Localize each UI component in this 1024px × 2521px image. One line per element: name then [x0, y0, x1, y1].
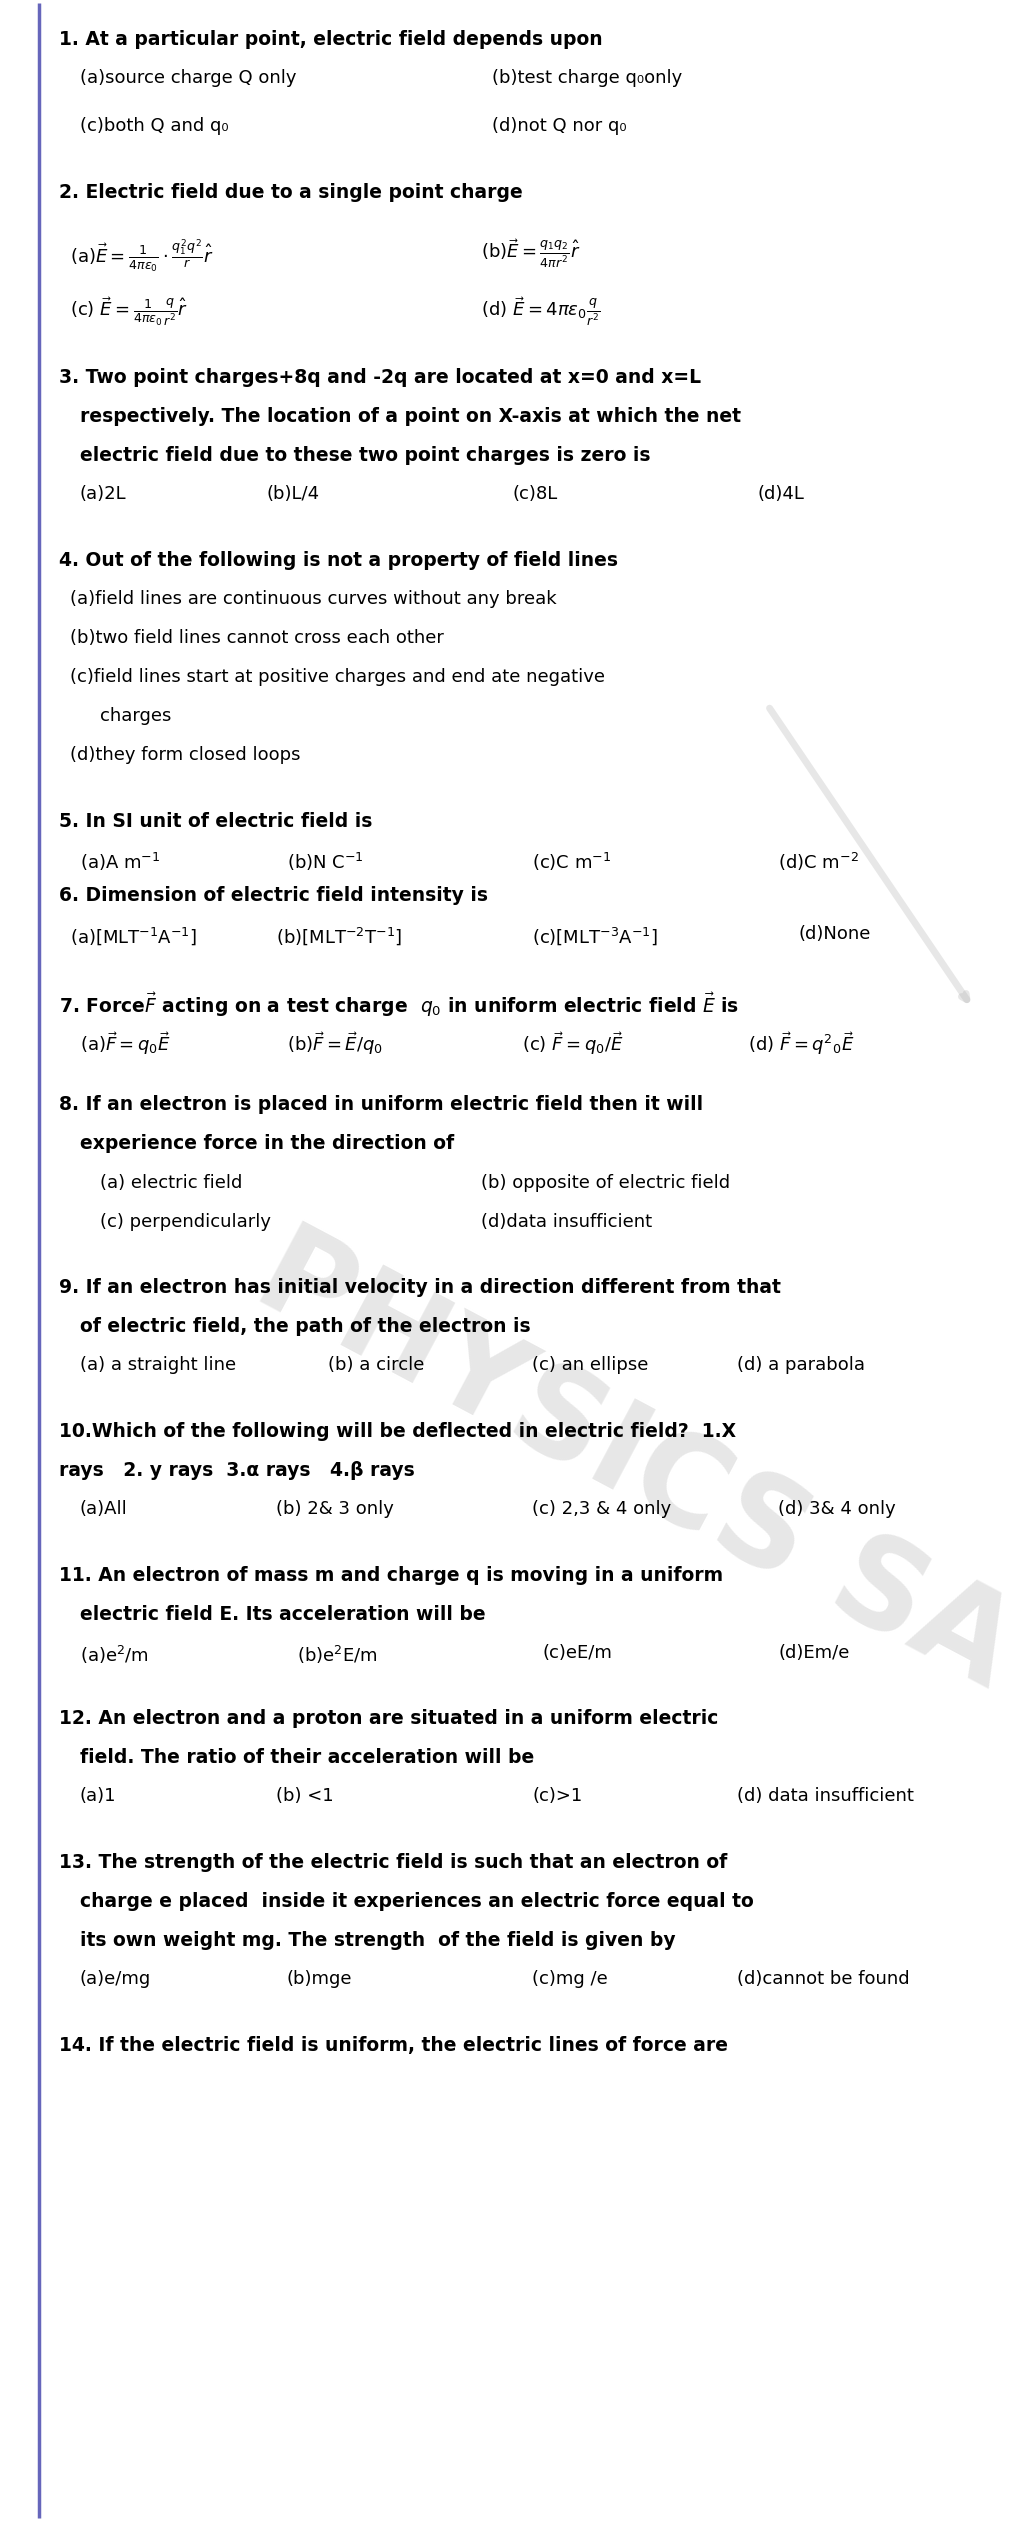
- Text: (b)[MLT$^{-2}$T$^{-1}$]: (b)[MLT$^{-2}$T$^{-1}$]: [276, 925, 402, 948]
- Text: PHYSICS SA: PHYSICS SA: [237, 1213, 1024, 1712]
- Text: rays   2. y rays  3.α rays   4.β rays: rays 2. y rays 3.α rays 4.β rays: [59, 1460, 415, 1480]
- Text: (d) 3& 4 only: (d) 3& 4 only: [778, 1500, 896, 1518]
- Text: (a)source charge Q only: (a)source charge Q only: [80, 68, 296, 88]
- Text: electric field E. Its acceleration will be: electric field E. Its acceleration will …: [80, 1603, 485, 1624]
- Text: (b)N C$^{-1}$: (b)N C$^{-1}$: [287, 852, 364, 872]
- Text: (a)2L: (a)2L: [80, 487, 127, 504]
- Text: (c) $\vec{E} = \frac{1}{4\pi\epsilon_0}\frac{q}{r^2}\hat{r}$: (c) $\vec{E} = \frac{1}{4\pi\epsilon_0}\…: [70, 295, 187, 328]
- Text: of electric field, the path of the electron is: of electric field, the path of the elect…: [80, 1316, 530, 1336]
- Text: (c)C m$^{-1}$: (c)C m$^{-1}$: [532, 852, 612, 872]
- Text: 8. If an electron is placed in uniform electric field then it will: 8. If an electron is placed in uniform e…: [59, 1094, 703, 1114]
- Text: (d)cannot be found: (d)cannot be found: [737, 1969, 910, 1989]
- Text: 14. If the electric field is uniform, the electric lines of force are: 14. If the electric field is uniform, th…: [59, 2034, 728, 2055]
- Text: (a)$\vec{F} = q_0\vec{E}$: (a)$\vec{F} = q_0\vec{E}$: [80, 1029, 171, 1056]
- Text: (b) <1: (b) <1: [276, 1787, 334, 1805]
- Text: 4. Out of the following is not a property of field lines: 4. Out of the following is not a propert…: [59, 552, 618, 570]
- Text: (c)eE/m: (c)eE/m: [543, 1644, 612, 1661]
- Text: (b)$\vec{F} = \vec{E}/q_0$: (b)$\vec{F} = \vec{E}/q_0$: [287, 1029, 383, 1056]
- Text: experience force in the direction of: experience force in the direction of: [80, 1134, 454, 1155]
- Text: (b)mge: (b)mge: [287, 1969, 352, 1989]
- Text: (b)L/4: (b)L/4: [266, 487, 319, 504]
- Text: field. The ratio of their acceleration will be: field. The ratio of their acceleration w…: [80, 1747, 535, 1767]
- Text: 12. An electron and a proton are situated in a uniform electric: 12. An electron and a proton are situate…: [59, 1709, 719, 1729]
- Text: (d)C m$^{-2}$: (d)C m$^{-2}$: [778, 852, 859, 872]
- Text: (c) 2,3 & 4 only: (c) 2,3 & 4 only: [532, 1500, 672, 1518]
- Text: 6. Dimension of electric field intensity is: 6. Dimension of electric field intensity…: [59, 885, 488, 905]
- Text: respectively. The location of a point on X-axis at which the net: respectively. The location of a point on…: [80, 408, 741, 426]
- Text: 5. In SI unit of electric field is: 5. In SI unit of electric field is: [59, 812, 373, 832]
- Text: (c)8L: (c)8L: [512, 487, 557, 504]
- Text: (c)>1: (c)>1: [532, 1787, 583, 1805]
- Text: electric field due to these two point charges is zero is: electric field due to these two point ch…: [80, 446, 650, 466]
- Text: (c)both Q and q₀: (c)both Q and q₀: [80, 116, 228, 136]
- Text: (a)e/mg: (a)e/mg: [80, 1969, 152, 1989]
- Text: (a) electric field: (a) electric field: [100, 1172, 243, 1192]
- Text: (b) 2& 3 only: (b) 2& 3 only: [276, 1500, 394, 1518]
- Text: (c)mg /e: (c)mg /e: [532, 1969, 608, 1989]
- Text: (d) $\vec{E} = 4\pi\epsilon_0\frac{q}{r^2}$: (d) $\vec{E} = 4\pi\epsilon_0\frac{q}{r^…: [481, 295, 600, 328]
- Text: 7. Force$\vec{F}$ acting on a test charge  $q_0$ in uniform electric field $\vec: 7. Force$\vec{F}$ acting on a test charg…: [59, 991, 739, 1018]
- Text: 11. An electron of mass m and charge q is moving in a uniform: 11. An electron of mass m and charge q i…: [59, 1566, 724, 1586]
- Text: 13. The strength of the electric field is such that an electron of: 13. The strength of the electric field i…: [59, 1853, 728, 1873]
- Text: (a)$\vec{E} = \frac{1}{4\pi\epsilon_0}\cdot\frac{q_1^2q^2}{r}\hat{r}$: (a)$\vec{E} = \frac{1}{4\pi\epsilon_0}\c…: [70, 237, 213, 275]
- Text: (d)Em/e: (d)Em/e: [778, 1644, 850, 1661]
- Text: 2. Electric field due to a single point charge: 2. Electric field due to a single point …: [59, 184, 523, 202]
- Text: (a)A m$^{-1}$: (a)A m$^{-1}$: [80, 852, 160, 872]
- Text: 9. If an electron has initial velocity in a direction different from that: 9. If an electron has initial velocity i…: [59, 1278, 781, 1298]
- Text: (b)test charge q₀only: (b)test charge q₀only: [492, 68, 682, 88]
- Text: (c) perpendicularly: (c) perpendicularly: [100, 1213, 271, 1230]
- Text: (d) data insufficient: (d) data insufficient: [737, 1787, 914, 1805]
- Text: (c) an ellipse: (c) an ellipse: [532, 1356, 649, 1374]
- Text: (b)two field lines cannot cross each other: (b)two field lines cannot cross each oth…: [70, 630, 443, 648]
- Text: (a)1: (a)1: [80, 1787, 117, 1805]
- Text: charges: charges: [100, 708, 172, 726]
- Text: 1. At a particular point, electric field depends upon: 1. At a particular point, electric field…: [59, 30, 603, 50]
- Text: its own weight mg. The strength  of the field is given by: its own weight mg. The strength of the f…: [80, 1931, 676, 1951]
- Text: (d) a parabola: (d) a parabola: [737, 1356, 865, 1374]
- Text: (d)not Q nor q₀: (d)not Q nor q₀: [492, 116, 626, 136]
- Text: 3. Two point charges+8q and -2q are located at x=0 and x=L: 3. Two point charges+8q and -2q are loca…: [59, 368, 701, 388]
- Text: (d)they form closed loops: (d)they form closed loops: [70, 746, 300, 764]
- Text: (d)data insufficient: (d)data insufficient: [481, 1213, 652, 1230]
- Text: (d) $\vec{F} = q^2{}_0\vec{E}$: (d) $\vec{F} = q^2{}_0\vec{E}$: [748, 1029, 854, 1056]
- Text: (b) a circle: (b) a circle: [328, 1356, 424, 1374]
- Text: (d)None: (d)None: [799, 925, 871, 943]
- Text: 10.Which of the following will be deflected in electric field?  1.X: 10.Which of the following will be deflec…: [59, 1422, 736, 1442]
- Text: (a)[MLT$^{-1}$A$^{-1}$]: (a)[MLT$^{-1}$A$^{-1}$]: [70, 925, 197, 948]
- Text: (c)field lines start at positive charges and end ate negative: (c)field lines start at positive charges…: [70, 668, 604, 686]
- Text: (a)field lines are continuous curves without any break: (a)field lines are continuous curves wit…: [70, 590, 556, 608]
- Text: (b) opposite of electric field: (b) opposite of electric field: [481, 1172, 730, 1192]
- Text: (c)[MLT$^{-3}$A$^{-1}$]: (c)[MLT$^{-3}$A$^{-1}$]: [532, 925, 658, 948]
- Text: (d)4L: (d)4L: [758, 487, 805, 504]
- Text: charge e placed  inside it experiences an electric force equal to: charge e placed inside it experiences an…: [80, 1891, 754, 1911]
- Text: (a) a straight line: (a) a straight line: [80, 1356, 236, 1374]
- Text: (a)All: (a)All: [80, 1500, 128, 1518]
- Text: (b)$\vec{E} = \frac{q_1q_2}{4\pi r^2}\hat{r}$: (b)$\vec{E} = \frac{q_1q_2}{4\pi r^2}\ha…: [481, 237, 581, 270]
- Text: (a)e$^2$/m: (a)e$^2$/m: [80, 1644, 148, 1666]
- Text: (c) $\vec{F} = q_0/\vec{E}$: (c) $\vec{F} = q_0/\vec{E}$: [522, 1029, 624, 1056]
- Text: (b)e$^2$E/m: (b)e$^2$E/m: [297, 1644, 378, 1666]
